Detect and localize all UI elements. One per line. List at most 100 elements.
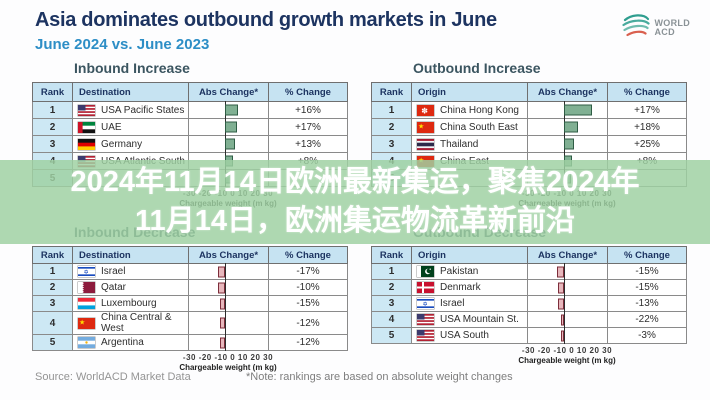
- axis-label: Chargeable weight (m kg): [179, 363, 277, 372]
- page-subtitle: June 2024 vs. June 2023: [35, 36, 210, 53]
- flag-icon-cn: ★: [78, 317, 95, 329]
- worldacd-logo: WORLD ACD: [621, 12, 691, 44]
- abs-change-cell: [527, 295, 608, 312]
- decrease-bar: [220, 298, 225, 309]
- abs-change-cell: [527, 135, 608, 153]
- table-row: 2 Denmark -15%: [371, 279, 687, 296]
- market-name-wrap: Qatar: [73, 282, 188, 293]
- col-header-origin: Origin: [411, 82, 528, 102]
- pct-change-cell: -12%: [268, 311, 348, 335]
- zero-axis-line: [225, 311, 226, 335]
- quadrant-outbound-decrease: Outbound Decrease Rank Origin Abs Change…: [371, 224, 687, 365]
- market-name-wrap: Denmark: [412, 282, 527, 293]
- flag-icon-lu: [78, 298, 95, 309]
- rank-cell: 2: [32, 279, 73, 296]
- rank-cell: 3: [371, 135, 412, 153]
- col-header-abs-change: Abs Change*: [527, 82, 608, 102]
- abs-change-cell: [188, 263, 269, 280]
- decrease-bar: [558, 282, 564, 293]
- market-name: Qatar: [101, 282, 127, 293]
- market-name: USA Pacific States: [101, 104, 185, 116]
- table-row: 1 ✡ Israel -17%: [32, 263, 348, 280]
- abs-change-cell: [527, 311, 608, 328]
- col-header-rank: Rank: [32, 246, 73, 264]
- flag-icon-pk: [417, 266, 434, 277]
- abs-change-cell: [527, 101, 608, 119]
- decrease-bar: [218, 282, 225, 293]
- increase-bar: [225, 121, 237, 133]
- table-header-row: Rank Origin Abs Change* % Change: [371, 82, 687, 102]
- axis-label: Chargeable weight (m kg): [518, 356, 616, 365]
- zero-axis-line: [564, 295, 565, 312]
- decrease-bar: [560, 314, 564, 325]
- flag-icon-us: [78, 104, 95, 116]
- flag-icon-ae: [78, 121, 95, 133]
- market-name-wrap: UAE: [73, 121, 188, 133]
- col-header-abs-change: Abs Change*: [188, 82, 269, 102]
- zero-axis-line: [564, 279, 565, 296]
- market-name-cell: USA Mountain St.: [411, 311, 528, 328]
- col-header-abs-change: Abs Change*: [188, 246, 269, 264]
- flag-icon-th: [417, 138, 434, 150]
- market-name-cell: ✡ Israel: [72, 263, 189, 280]
- increase-bar: [225, 138, 236, 150]
- pct-change-cell: +16%: [268, 101, 348, 119]
- rank-cell: 5: [32, 334, 73, 351]
- market-name: UAE: [101, 121, 122, 133]
- worldacd-swirl-icon: [621, 12, 651, 44]
- col-header-abs-change: Abs Change*: [527, 246, 608, 264]
- flag-icon-us: [417, 314, 434, 325]
- market-name-wrap: USA Pacific States: [73, 104, 188, 116]
- market-name-cell: Pakistan: [411, 263, 528, 280]
- rank-cell: 4: [32, 311, 73, 335]
- rank-cell: 4: [371, 311, 412, 328]
- flag-icon-us: [417, 330, 434, 341]
- table-row: 1 USA Pacific States +16%: [32, 101, 348, 119]
- abs-change-cell: [188, 334, 269, 351]
- zero-axis-line: [564, 327, 565, 344]
- pct-change-cell: -3%: [607, 327, 687, 344]
- flag-icon-il: ✡: [78, 266, 95, 277]
- market-name-wrap: ✡ Israel: [73, 266, 188, 277]
- zero-axis-line: [225, 295, 226, 312]
- market-name: Israel: [440, 298, 465, 309]
- rank-cell: 3: [32, 295, 73, 312]
- flag-icon-cn: ★: [417, 121, 434, 133]
- market-name-wrap: ✡ Israel: [412, 298, 527, 309]
- pct-change-cell: -13%: [607, 295, 687, 312]
- page-title: Asia dominates outbound growth markets i…: [35, 9, 497, 31]
- pct-change-cell: -15%: [607, 263, 687, 280]
- pct-change-cell: +17%: [268, 118, 348, 136]
- decrease-bar: [218, 266, 225, 277]
- col-header-rank: Rank: [371, 82, 412, 102]
- increase-bar: [564, 121, 578, 133]
- rank-cell: 1: [32, 263, 73, 280]
- table-inbound-decrease: Rank Destination Abs Change* % Change 1 ✡…: [32, 246, 348, 351]
- market-name-wrap: ★ China Central & West: [73, 312, 188, 334]
- market-name: Pakistan: [440, 266, 479, 277]
- flag-icon-il: ✡: [417, 298, 434, 309]
- col-header-rank: Rank: [32, 82, 73, 102]
- col-header-pct-change: % Change: [607, 82, 687, 102]
- rank-cell: 3: [32, 135, 73, 153]
- rank-cell: 2: [32, 118, 73, 136]
- col-header-destination: Destination: [72, 246, 189, 264]
- market-name-cell: Qatar: [72, 279, 189, 296]
- pct-change-cell: -10%: [268, 279, 348, 296]
- increase-bar: [564, 104, 592, 116]
- market-name: Denmark: [440, 282, 481, 293]
- col-header-origin: Origin: [411, 246, 528, 264]
- footer-note: *Note: rankings are based on absolute we…: [246, 371, 513, 383]
- pct-change-cell: -12%: [268, 334, 348, 351]
- increase-bar: [225, 104, 238, 116]
- pct-change-cell: +18%: [607, 118, 687, 136]
- abs-change-cell: [188, 101, 269, 119]
- abs-change-cell: [188, 118, 269, 136]
- zero-axis-line: [225, 263, 226, 280]
- svg-text:✽: ✽: [421, 106, 428, 115]
- market-name-wrap: Pakistan: [412, 266, 527, 277]
- market-name-wrap: Thailand: [412, 138, 527, 150]
- market-name: USA South: [440, 330, 489, 341]
- pct-change-cell: +17%: [607, 101, 687, 119]
- overlay-text-line2: 11月14日，欧洲集运物流革新前沿: [135, 205, 575, 237]
